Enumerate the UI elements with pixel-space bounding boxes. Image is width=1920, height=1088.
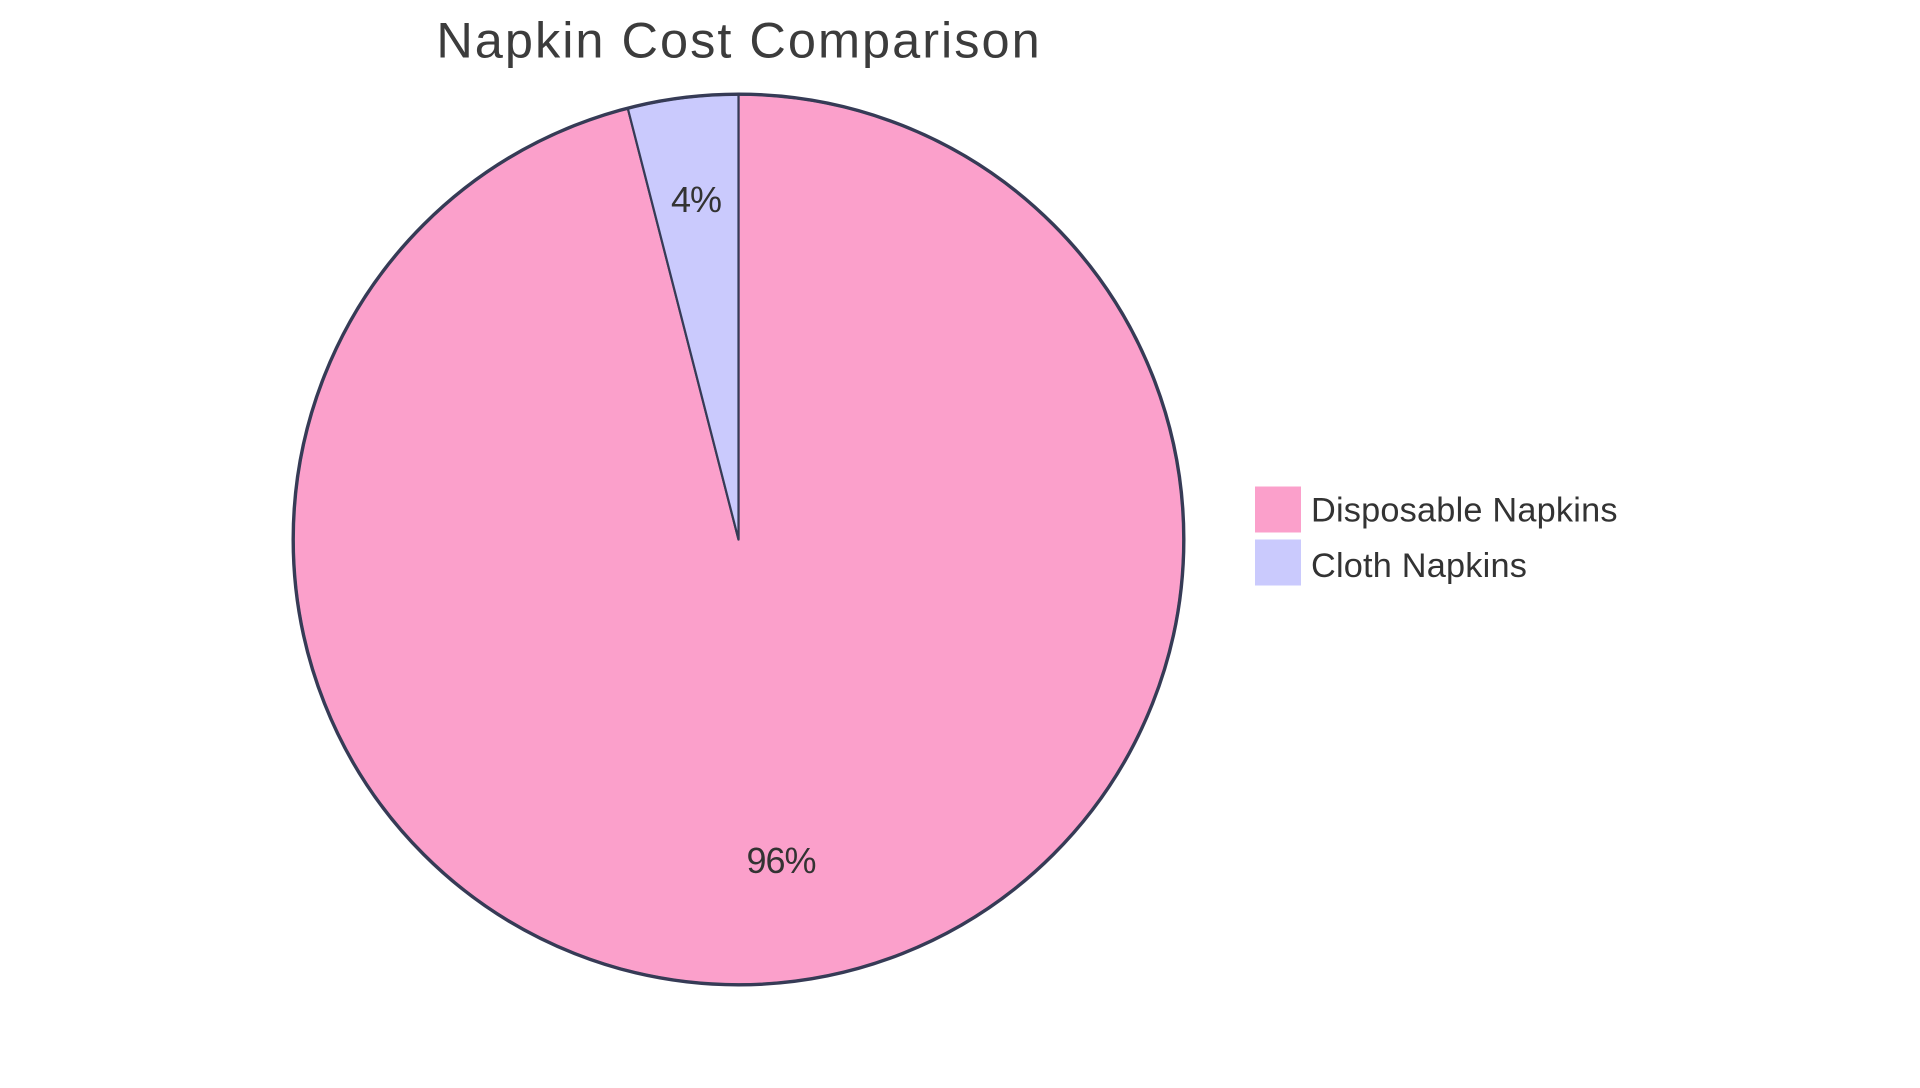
svg-text:Cloth Napkins: Cloth Napkins [1311, 547, 1527, 585]
svg-text:4%: 4% [671, 179, 721, 220]
svg-text:Disposable Napkins: Disposable Napkins [1311, 491, 1618, 529]
svg-text:Napkin Cost Comparison: Napkin Cost Comparison [436, 11, 1041, 68]
svg-text:96%: 96% [746, 840, 815, 881]
